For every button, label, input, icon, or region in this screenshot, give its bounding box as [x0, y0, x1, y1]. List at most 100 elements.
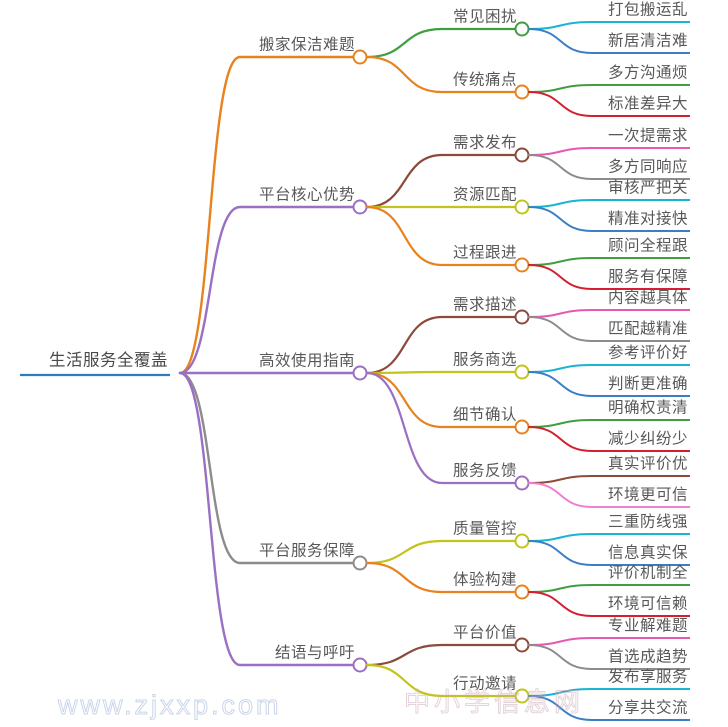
subbranch-node-1-1[interactable] [514, 199, 530, 215]
branch-node-0[interactable] [352, 49, 368, 65]
leaf-wire-1-0-1 [528, 154, 593, 180]
branch-label-4[interactable]: 结语与呼吁 [274, 644, 355, 662]
leaf-wire-4-0-1 [528, 644, 593, 670]
subbranch-wire-4-1 [365, 663, 444, 698]
branch-label-2[interactable]: 高效使用指南 [258, 352, 355, 370]
subbranch-node-1-2[interactable] [514, 257, 530, 273]
leaf-wire-1-2-0 [528, 257, 593, 266]
leaf-label-3-0-0[interactable]: 三重防线强 [607, 513, 688, 531]
leaf-label-1-2-0[interactable]: 顾问全程跟 [607, 237, 688, 255]
subbranch-label-2-3[interactable]: 服务反馈 [452, 462, 517, 480]
leaf-wire-1-1-0 [528, 199, 593, 208]
leaf-label-4-1-1[interactable]: 分享共交流 [607, 699, 688, 717]
leaf-label-3-1-0[interactable]: 评价机制全 [607, 564, 688, 582]
subbranch-label-4-1[interactable]: 行动邀请 [452, 675, 517, 693]
leaf-label-3-0-1[interactable]: 信息真实保 [607, 544, 688, 562]
leaf-label-2-2-1[interactable]: 减少纠纷少 [607, 430, 688, 448]
subbranch-node-3-0[interactable] [514, 533, 530, 549]
subbranch-wire-3-1 [365, 561, 444, 594]
subbranch-label-4-0[interactable]: 平台价值 [452, 624, 517, 642]
subbranch-wire-2-2 [365, 371, 444, 429]
subbranch-wire-1-0 [365, 153, 444, 209]
branch-wire-1 [178, 205, 242, 375]
subbranch-wire-2-3 [365, 371, 444, 485]
subbranch-node-2-1[interactable] [514, 364, 530, 380]
branch-label-3[interactable]: 平台服务保障 [258, 542, 355, 560]
subbranch-label-3-1[interactable]: 体验构建 [452, 571, 517, 589]
leaf-label-2-3-0[interactable]: 真实评价优 [607, 455, 688, 473]
subbranch-node-2-3[interactable] [514, 475, 530, 491]
leaf-label-1-0-0[interactable]: 一次提需求 [607, 127, 688, 145]
leaf-wire-3-1-0 [528, 584, 593, 593]
branch-node-1[interactable] [352, 199, 368, 215]
subbranch-wire-0-1 [365, 55, 444, 94]
leaf-wire-1-1-1 [528, 206, 593, 232]
leaf-label-1-1-0[interactable]: 审核严把关 [607, 179, 688, 197]
leaf-wire-4-1-0 [528, 688, 593, 697]
leaf-label-2-2-0[interactable]: 明确权责清 [607, 399, 688, 417]
subbranch-wire-3-0 [365, 539, 444, 565]
branch-wire-4 [178, 371, 242, 667]
leaf-label-1-1-1[interactable]: 精准对接快 [607, 210, 688, 228]
leaf-label-2-3-1[interactable]: 环境更可信 [607, 486, 688, 504]
branch-label-0[interactable]: 搬家保洁难题 [258, 36, 355, 54]
leaf-wire-3-0-1 [528, 540, 593, 566]
leaf-wire-2-3-1 [528, 482, 593, 508]
branch-wire-0 [178, 55, 242, 375]
leaf-label-2-1-1[interactable]: 判断更准确 [607, 375, 688, 393]
leaf-wire-2-3-0 [528, 475, 593, 484]
branch-wire-3 [178, 371, 242, 565]
subbranch-node-0-1[interactable] [514, 84, 530, 100]
subbranch-label-1-0[interactable]: 需求发布 [452, 134, 517, 152]
leaf-label-1-2-1[interactable]: 服务有保障 [607, 268, 688, 286]
leaf-label-0-0-0[interactable]: 打包搬运乱 [607, 1, 688, 19]
subbranch-label-1-2[interactable]: 过程跟进 [452, 244, 517, 262]
branch-label-1[interactable]: 平台核心优势 [258, 186, 355, 204]
leaf-label-2-0-1[interactable]: 匹配越精准 [607, 320, 688, 338]
subbranch-label-1-1[interactable]: 资源匹配 [452, 186, 517, 204]
subbranch-node-4-0[interactable] [514, 637, 530, 653]
branch-node-2[interactable] [352, 365, 368, 381]
subbranch-label-3-0[interactable]: 质量管控 [452, 520, 517, 538]
subbranch-node-1-0[interactable] [514, 147, 530, 163]
leaf-label-0-1-1[interactable]: 标准差异大 [607, 95, 688, 113]
leaf-wire-2-0-0 [528, 309, 593, 318]
leaf-label-2-1-0[interactable]: 参考评价好 [607, 344, 688, 362]
subbranch-node-2-2[interactable] [514, 419, 530, 435]
leaf-label-4-1-0[interactable]: 发布享服务 [607, 668, 688, 686]
subbranch-node-3-1[interactable] [514, 584, 530, 600]
leaf-wire-2-2-1 [528, 426, 593, 452]
subbranch-label-2-1[interactable]: 服务商选 [452, 351, 517, 369]
subbranch-node-2-0[interactable] [514, 309, 530, 325]
leaf-wire-0-1-1 [528, 91, 593, 117]
leaf-label-3-1-1[interactable]: 环境可信赖 [607, 595, 688, 613]
subbranch-label-2-0[interactable]: 需求描述 [452, 296, 517, 314]
leaf-wire-4-1-1 [528, 695, 593, 721]
branch-node-3[interactable] [352, 555, 368, 571]
leaf-wire-0-1-0 [528, 84, 593, 93]
root-node-label[interactable]: 生活服务全覆盖 [49, 351, 168, 370]
subbranch-node-4-1[interactable] [514, 688, 530, 704]
leaf-wire-1-0-0 [528, 147, 593, 156]
leaf-label-0-0-1[interactable]: 新居清洁难 [607, 32, 688, 50]
subbranch-label-2-2[interactable]: 细节确认 [452, 406, 517, 424]
subbranch-wire-2-1 [365, 370, 444, 375]
leaf-label-4-0-0[interactable]: 专业解难题 [607, 617, 688, 635]
subbranch-label-0-0[interactable]: 常见困扰 [452, 8, 517, 26]
leaf-wire-2-1-1 [528, 371, 593, 397]
leaf-label-1-0-1[interactable]: 多方同响应 [607, 158, 688, 176]
subbranch-wire-0-0 [365, 27, 444, 59]
leaf-label-0-1-0[interactable]: 多方沟通烦 [607, 64, 688, 82]
leaf-wire-0-0-1 [528, 28, 593, 54]
leaf-wire-0-0-0 [528, 21, 593, 30]
subbranch-wire-1-2 [365, 205, 444, 267]
leaf-label-4-0-1[interactable]: 首选成趋势 [607, 648, 688, 666]
leaf-wire-4-0-0 [528, 637, 593, 646]
subbranch-node-0-0[interactable] [514, 21, 530, 37]
branch-node-4[interactable] [352, 657, 368, 673]
subbranch-label-0-1[interactable]: 传统痛点 [452, 71, 517, 89]
leaf-wire-2-0-1 [528, 316, 593, 342]
leaf-label-2-0-0[interactable]: 内容越具体 [607, 289, 688, 307]
subbranch-wire-4-0 [365, 643, 444, 667]
